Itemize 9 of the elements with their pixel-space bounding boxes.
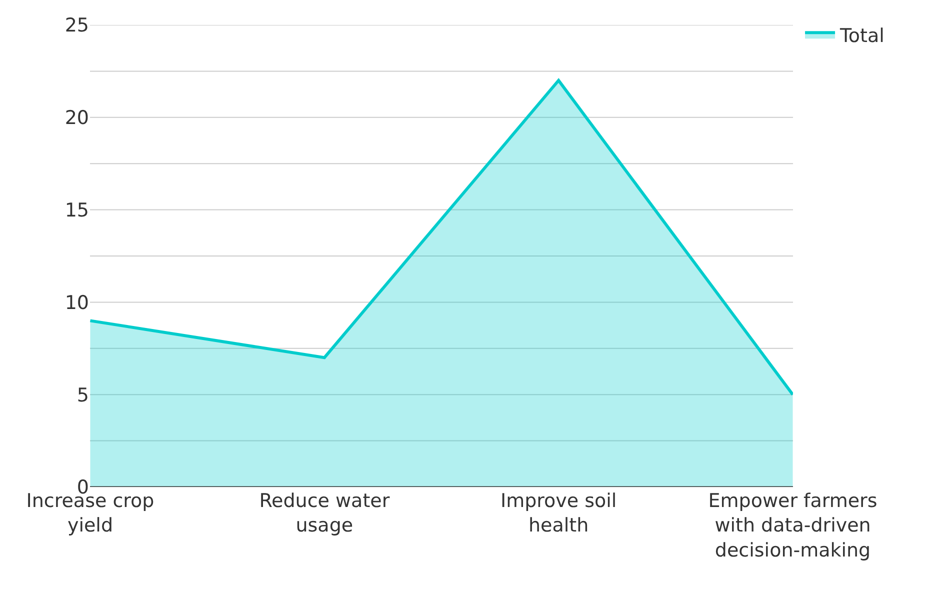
y-tick-label: 5 [76,384,89,406]
legend-label: Total [839,25,884,48]
x-tick-label: Improve soil health [500,490,617,537]
x-tick-label: Reduce water usage [259,490,390,537]
x-tick-label: Empower farmers with data-driven decision-making [708,490,878,562]
y-tick-label: 15 [64,199,89,222]
y-tick-label: 25 [64,14,89,37]
y-tick-label: 20 [64,107,89,130]
y-tick-label: 10 [64,292,89,314]
